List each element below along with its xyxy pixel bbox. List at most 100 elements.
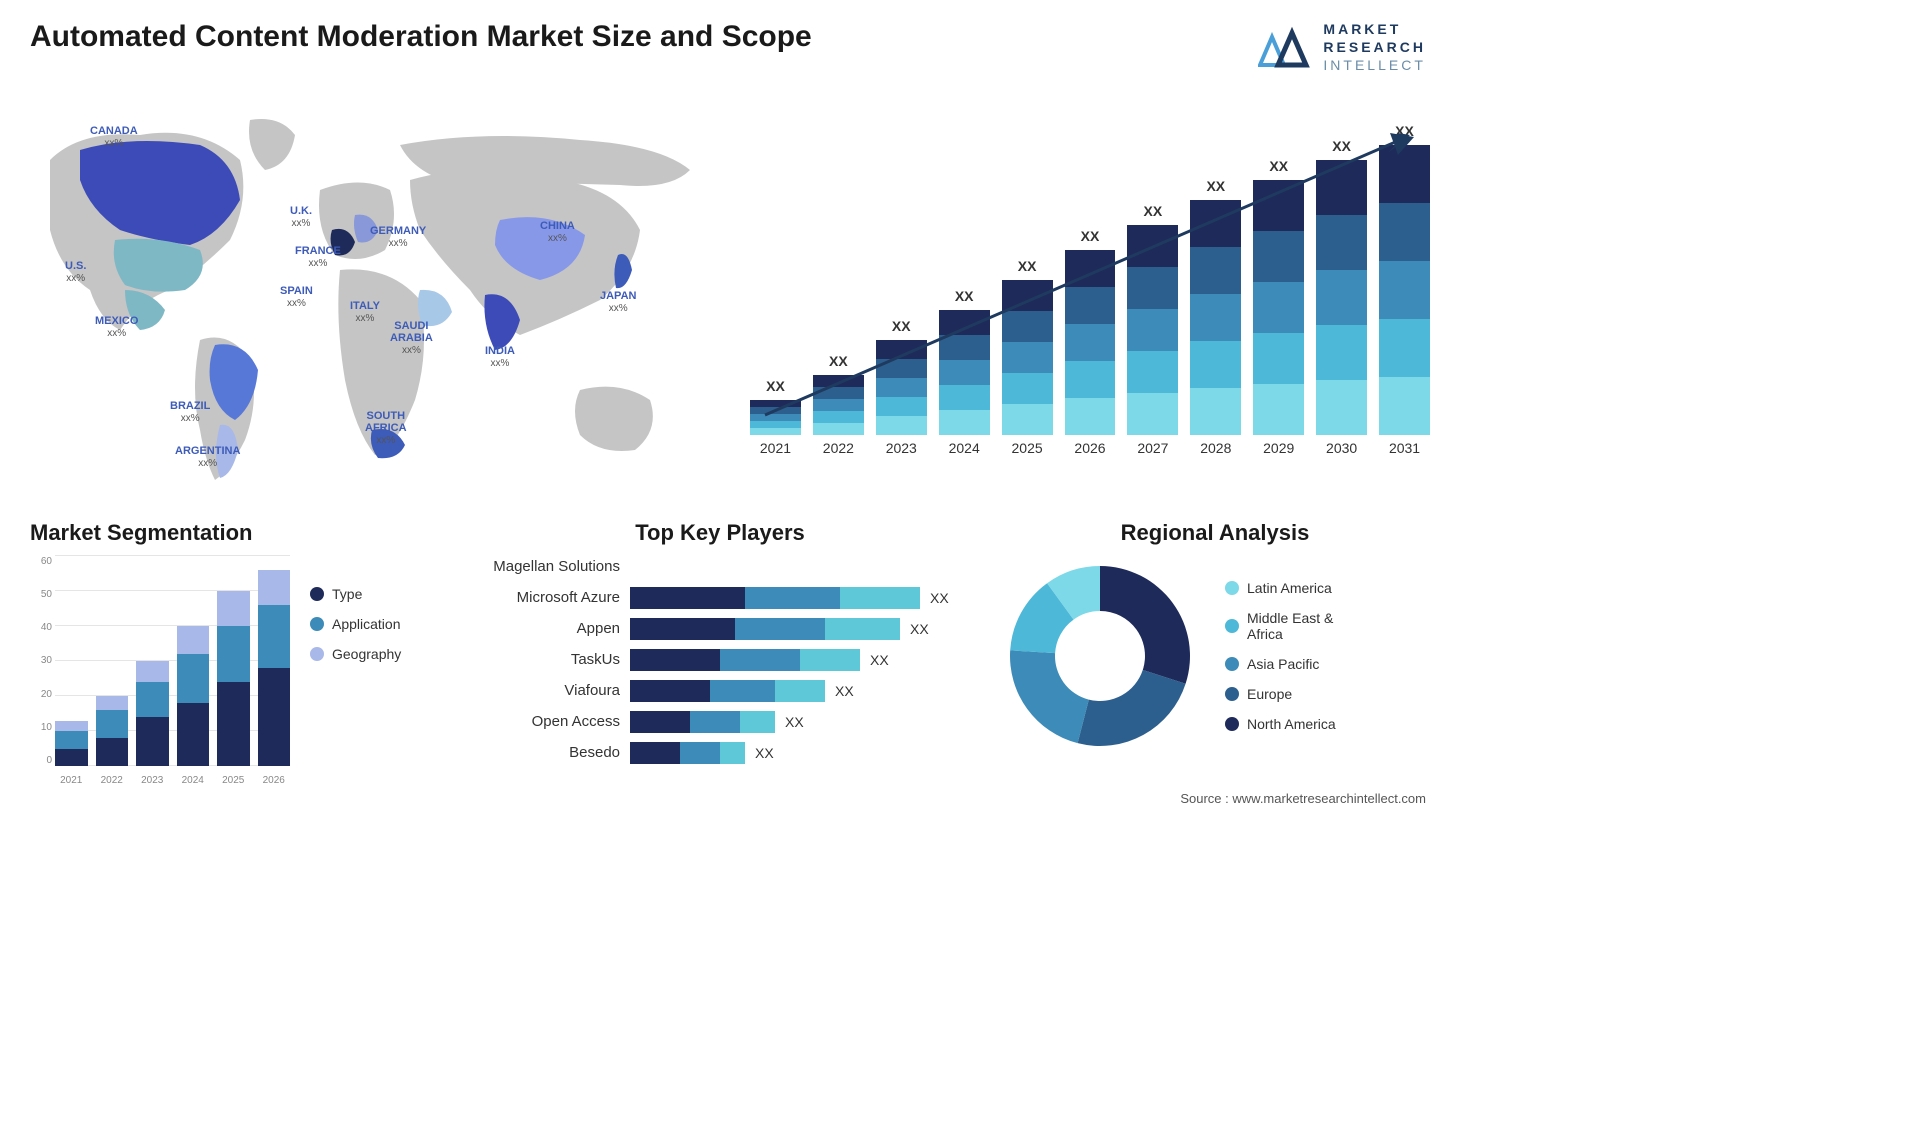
map-label: INDIAxx% (485, 345, 515, 369)
forecast-bar: XX (1253, 95, 1304, 435)
forecast-bar: XX (750, 95, 801, 435)
player-value: XX (835, 683, 854, 699)
legend-item: Geography (310, 646, 401, 662)
legend-dot (310, 617, 324, 631)
players-section: Top Key Players Magellan SolutionsMicros… (460, 520, 980, 800)
forecast-year: 2028 (1190, 440, 1241, 456)
forecast-bar-label: XX (766, 378, 785, 394)
seg-ytick: 30 (30, 655, 52, 666)
regional-section: Regional Analysis Latin America Middle Ea… (1000, 520, 1430, 800)
player-value: XX (870, 652, 889, 668)
legend-label: Asia Pacific (1247, 656, 1319, 672)
logo-icon (1258, 25, 1313, 70)
regional-donut (1000, 556, 1200, 756)
forecast-year: 2022 (813, 440, 864, 456)
seg-ytick: 20 (30, 689, 52, 700)
seg-year: 2026 (258, 775, 291, 786)
player-name: Appen (460, 618, 620, 640)
brand-logo: MARKET RESEARCH INTELLECT (1258, 20, 1426, 75)
seg-ytick: 10 (30, 722, 52, 733)
forecast-chart: XXXXXXXXXXXXXXXXXXXXXX 20212022202320242… (750, 95, 1430, 475)
seg-ytick: 0 (30, 755, 52, 766)
player-name: Magellan Solutions (460, 556, 620, 578)
forecast-bar: XX (1190, 95, 1241, 435)
page-title: Automated Content Moderation Market Size… (30, 20, 812, 54)
legend-label: North America (1247, 716, 1336, 732)
forecast-bar-label: XX (1081, 228, 1100, 244)
player-row: XX (630, 649, 980, 671)
seg-year: 2022 (96, 775, 129, 786)
seg-ytick: 40 (30, 622, 52, 633)
players-names: Magellan SolutionsMicrosoft AzureAppenTa… (460, 556, 620, 764)
logo-text-3: INTELLECT (1323, 56, 1426, 74)
player-row: XX (630, 680, 980, 702)
forecast-bar: XX (1316, 95, 1367, 435)
legend-label: Type (332, 586, 362, 602)
forecast-bar-label: XX (829, 353, 848, 369)
seg-ytick: 50 (30, 589, 52, 600)
legend-dot (1225, 687, 1239, 701)
forecast-bar: XX (1379, 95, 1430, 435)
forecast-bar-label: XX (1395, 123, 1414, 139)
forecast-bar-label: XX (892, 318, 911, 334)
legend-dot (1225, 619, 1239, 633)
map-label: U.K.xx% (290, 205, 312, 229)
player-row: XX (630, 587, 980, 609)
player-row: XX (630, 618, 980, 640)
forecast-year: 2031 (1379, 440, 1430, 456)
forecast-bar-label: XX (1269, 158, 1288, 174)
player-name: TaskUs (460, 649, 620, 671)
legend-label: Application (332, 616, 401, 632)
map-label: SAUDIARABIAxx% (390, 320, 433, 356)
seg-year: 2025 (217, 775, 250, 786)
forecast-bar-label: XX (1018, 258, 1037, 274)
map-label: ARGENTINAxx% (175, 445, 240, 469)
forecast-year: 2023 (876, 440, 927, 456)
legend-dot (310, 587, 324, 601)
map-label: JAPANxx% (600, 290, 636, 314)
map-label: GERMANYxx% (370, 225, 426, 249)
legend-item: Europe (1225, 686, 1336, 702)
forecast-year: 2030 (1316, 440, 1367, 456)
logo-text-2: RESEARCH (1323, 38, 1426, 56)
seg-bar (258, 556, 291, 766)
player-row (630, 556, 980, 578)
legend-item: Latin America (1225, 580, 1336, 596)
players-bars: XX XX XX XX XX XX (630, 556, 980, 764)
map-label: SOUTHAFRICAxx% (365, 410, 407, 446)
seg-bar (177, 556, 210, 766)
segmentation-title: Market Segmentation (30, 520, 450, 546)
legend-dot (310, 647, 324, 661)
regional-title: Regional Analysis (1000, 520, 1430, 546)
map-label: CANADAxx% (90, 125, 138, 149)
player-row: XX (630, 742, 980, 764)
player-name: Open Access (460, 711, 620, 733)
seg-year: 2023 (136, 775, 169, 786)
regional-legend: Latin America Middle East &Africa Asia Pac… (1225, 580, 1336, 732)
forecast-bar: XX (813, 95, 864, 435)
legend-label: Middle East &Africa (1247, 610, 1333, 642)
legend-dot (1225, 717, 1239, 731)
map-label: FRANCExx% (295, 245, 341, 269)
forecast-year: 2024 (939, 440, 990, 456)
forecast-bar-label: XX (1206, 178, 1225, 194)
player-name: Viafoura (460, 680, 620, 702)
map-label: SPAINxx% (280, 285, 313, 309)
donut-slice (1010, 650, 1089, 743)
player-row: XX (630, 711, 980, 733)
forecast-bar: XX (876, 95, 927, 435)
map-label: CHINAxx% (540, 220, 575, 244)
legend-item: North America (1225, 716, 1336, 732)
forecast-year: 2029 (1253, 440, 1304, 456)
legend-item: Middle East &Africa (1225, 610, 1336, 642)
forecast-bar: XX (1127, 95, 1178, 435)
seg-year: 2021 (55, 775, 88, 786)
seg-ytick: 60 (30, 556, 52, 567)
legend-item: Asia Pacific (1225, 656, 1336, 672)
legend-label: Latin America (1247, 580, 1332, 596)
donut-slice (1078, 670, 1186, 746)
legend-item: Type (310, 586, 401, 602)
forecast-bar-label: XX (1144, 203, 1163, 219)
players-title: Top Key Players (460, 520, 980, 546)
seg-bar (136, 556, 169, 766)
